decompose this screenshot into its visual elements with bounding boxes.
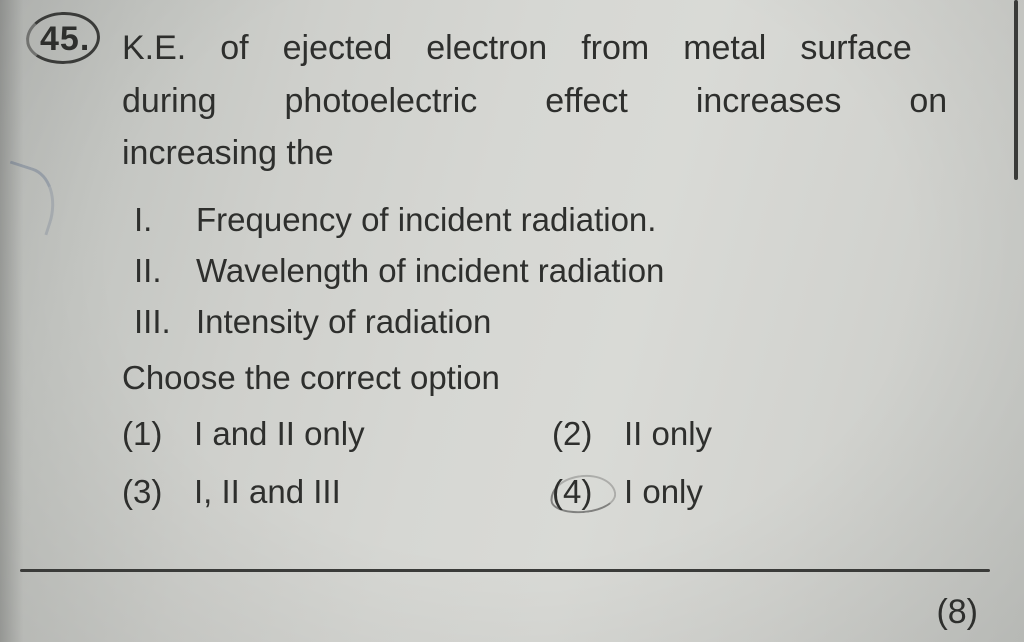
question-number: 45.: [40, 20, 90, 59]
statement-list: I. Frequency of incident radiation. II. …: [134, 194, 972, 347]
roman-numeral: I.: [134, 194, 196, 245]
page: 45. K.E. of ejected electron from metal …: [0, 0, 1024, 642]
stem-line-1: K.E. of ejected electron from metal surf…: [122, 22, 972, 75]
statement-2: II. Wavelength of incident radiation: [134, 245, 972, 296]
option-1[interactable]: (1) I and II only: [122, 415, 542, 453]
roman-numeral: II.: [134, 245, 196, 296]
option-3[interactable]: (3) I, II and III: [122, 473, 542, 511]
option-number: (2): [552, 415, 624, 453]
option-text: I and II only: [194, 415, 365, 453]
option-text: I only: [624, 473, 703, 511]
option-number: (4): [552, 473, 624, 511]
option-2[interactable]: (2) II only: [552, 415, 972, 453]
option-4[interactable]: (4) I only: [552, 473, 972, 511]
statement-text: Wavelength of incident radiation: [196, 245, 664, 296]
pencil-stroke-hint: [0, 161, 66, 236]
statement-3: III. Intensity of radiation: [134, 296, 972, 347]
stem-line-3: increasing the: [122, 127, 972, 180]
statement-1: I. Frequency of incident radiation.: [134, 194, 972, 245]
choose-instruction: Choose the correct option: [122, 359, 972, 397]
roman-numeral: III.: [134, 296, 196, 347]
question-content: K.E. of ejected electron from metal surf…: [122, 22, 972, 511]
option-text: I, II and III: [194, 473, 341, 511]
option-number: (1): [122, 415, 194, 453]
page-number: (8): [936, 593, 978, 632]
stem-line-2: during photoelectric effect increases on: [122, 75, 972, 128]
question-stem: K.E. of ejected electron from metal surf…: [122, 22, 972, 180]
option-text: II only: [624, 415, 712, 453]
statement-text: Frequency of incident radiation.: [196, 194, 656, 245]
question-number-badge: 45.: [30, 14, 100, 68]
statement-text: Intensity of radiation: [196, 296, 491, 347]
option-number: (3): [122, 473, 194, 511]
left-edge-shadow: [0, 0, 26, 642]
right-margin-rule: [1014, 0, 1018, 180]
bottom-rule: [20, 569, 990, 572]
option-grid: (1) I and II only (2) II only (3) I, II …: [122, 415, 972, 511]
